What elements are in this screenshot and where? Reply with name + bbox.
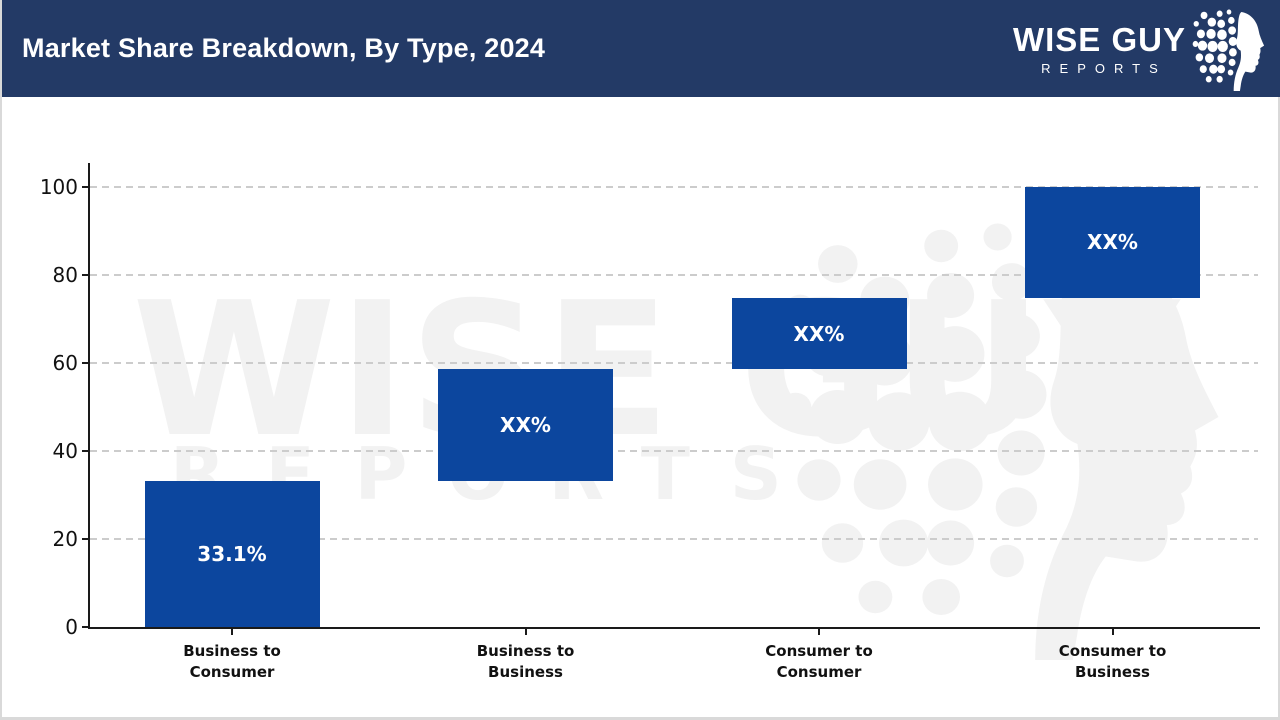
- x-axis-tick: [1111, 629, 1114, 635]
- y-axis-spine: [88, 163, 90, 629]
- y-axis-tick: [82, 538, 88, 540]
- y-tick-label: 80: [52, 263, 78, 287]
- bar-value-label: 33.1%: [197, 542, 267, 567]
- logo-wordmark: WISE GUY: [1012, 21, 1186, 58]
- bar: XX%: [438, 369, 613, 482]
- page-title: Market Share Breakdown, By Type, 2024: [22, 33, 546, 63]
- x-tick-label: Consumer to Consumer: [765, 642, 873, 681]
- y-tick-label: 40: [52, 439, 78, 463]
- y-axis-tick: [82, 626, 88, 628]
- y-axis-tick: [82, 362, 88, 364]
- logo-dotted-head-icon: [1192, 9, 1265, 91]
- gridline: [90, 450, 1258, 452]
- gridline: [90, 538, 1258, 540]
- x-tick-label: Business to Business: [476, 642, 575, 681]
- bar-value-label: XX%: [793, 321, 845, 346]
- y-tick-label: 0: [65, 615, 78, 639]
- y-tick-label: 20: [52, 527, 78, 551]
- y-axis-tick: [82, 450, 88, 452]
- bar: XX%: [1025, 187, 1200, 298]
- x-axis-tick: [231, 629, 233, 635]
- watermark-wordmark: WISE GUY: [132, 262, 1181, 478]
- x-axis-spine: [88, 627, 1260, 629]
- brand-logo: WISE GUY REPORTS: [1013, 6, 1268, 92]
- gridline: [90, 274, 1258, 276]
- y-tick-label: 60: [52, 351, 78, 375]
- logo-subtext: REPORTS: [1041, 61, 1167, 76]
- y-tick-label: 100: [39, 175, 78, 199]
- bar: XX%: [731, 297, 907, 370]
- x-tick-label: Business to Consumer: [183, 642, 281, 681]
- bar-value-label: XX%: [1087, 230, 1138, 255]
- bar: 33.1%: [144, 481, 320, 627]
- gridline: [90, 186, 1258, 188]
- y-axis-tick: [82, 274, 88, 276]
- y-axis-tick: [82, 186, 88, 188]
- x-tick-label: Consumer to Business: [1058, 642, 1167, 681]
- x-axis-tick: [818, 629, 820, 635]
- x-axis-tick: [524, 629, 527, 635]
- header-bar: Market Share Breakdown, By Type, 2024 WI…: [2, 0, 1280, 97]
- bar-value-label: XX%: [500, 413, 551, 438]
- gridline: [90, 362, 1258, 364]
